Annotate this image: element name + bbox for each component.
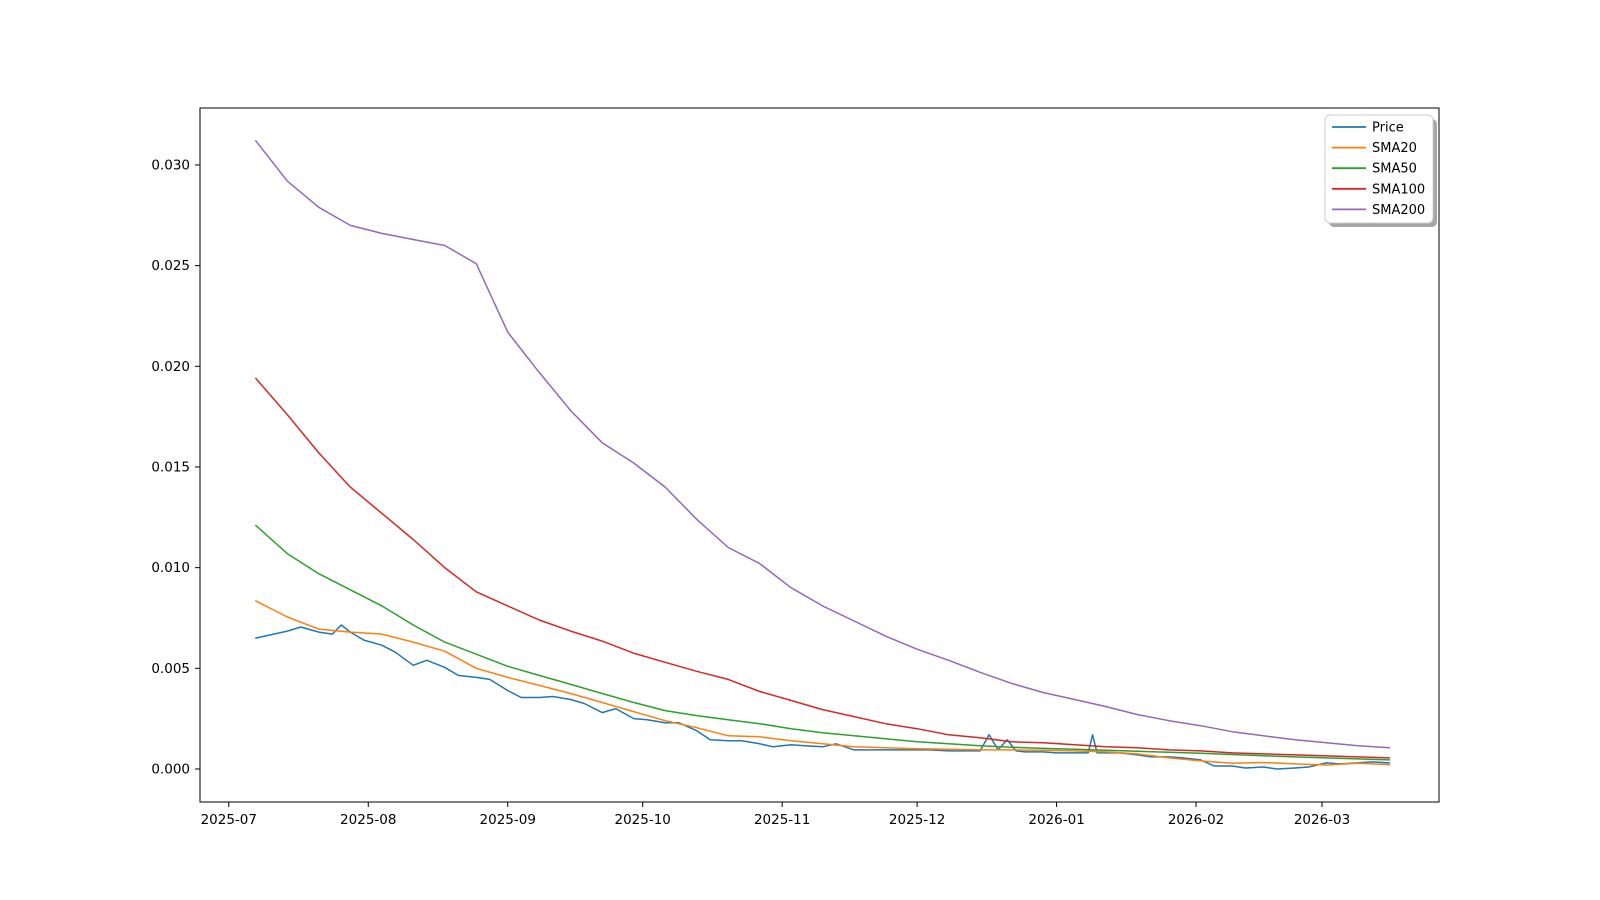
x-tick-label: 2025-08 (340, 812, 396, 828)
y-tick-label: 0.020 (151, 359, 190, 375)
x-tick-label: 2025-11 (754, 812, 810, 828)
y-tick-label: 0.005 (151, 661, 190, 677)
series-line-sma20 (255, 600, 1391, 766)
x-tick-label: 2025-10 (614, 812, 670, 828)
legend-box (1324, 114, 1434, 224)
y-tick-label: 0.030 (151, 157, 190, 173)
legend-label-sma50: SMA50 (1372, 162, 1417, 177)
y-tick-label: 0.000 (151, 761, 190, 777)
y-tick-label: 0.025 (151, 258, 190, 274)
x-tick-label: 2025-09 (480, 812, 536, 828)
x-tick-label: 2025-07 (201, 812, 257, 828)
legend-label-sma200: SMA200 (1372, 203, 1425, 218)
legend-label-sma100: SMA100 (1372, 182, 1425, 197)
x-tick-label: 2026-01 (1028, 812, 1084, 828)
plot-frame (199, 107, 1440, 803)
y-tick-label: 0.010 (151, 560, 190, 576)
series-line-sma50 (255, 524, 1391, 761)
x-tick-label: 2025-12 (889, 812, 945, 828)
x-tick-label: 2026-03 (1294, 812, 1350, 828)
y-tick-label: 0.015 (151, 459, 190, 475)
series-line-sma200 (255, 140, 1391, 749)
legend-label-sma20: SMA20 (1372, 141, 1417, 156)
x-tick-label: 2026-02 (1168, 812, 1224, 828)
series-line-sma100 (255, 377, 1391, 759)
legend-label-price: Price (1372, 121, 1404, 136)
series-line-price (255, 624, 1391, 770)
